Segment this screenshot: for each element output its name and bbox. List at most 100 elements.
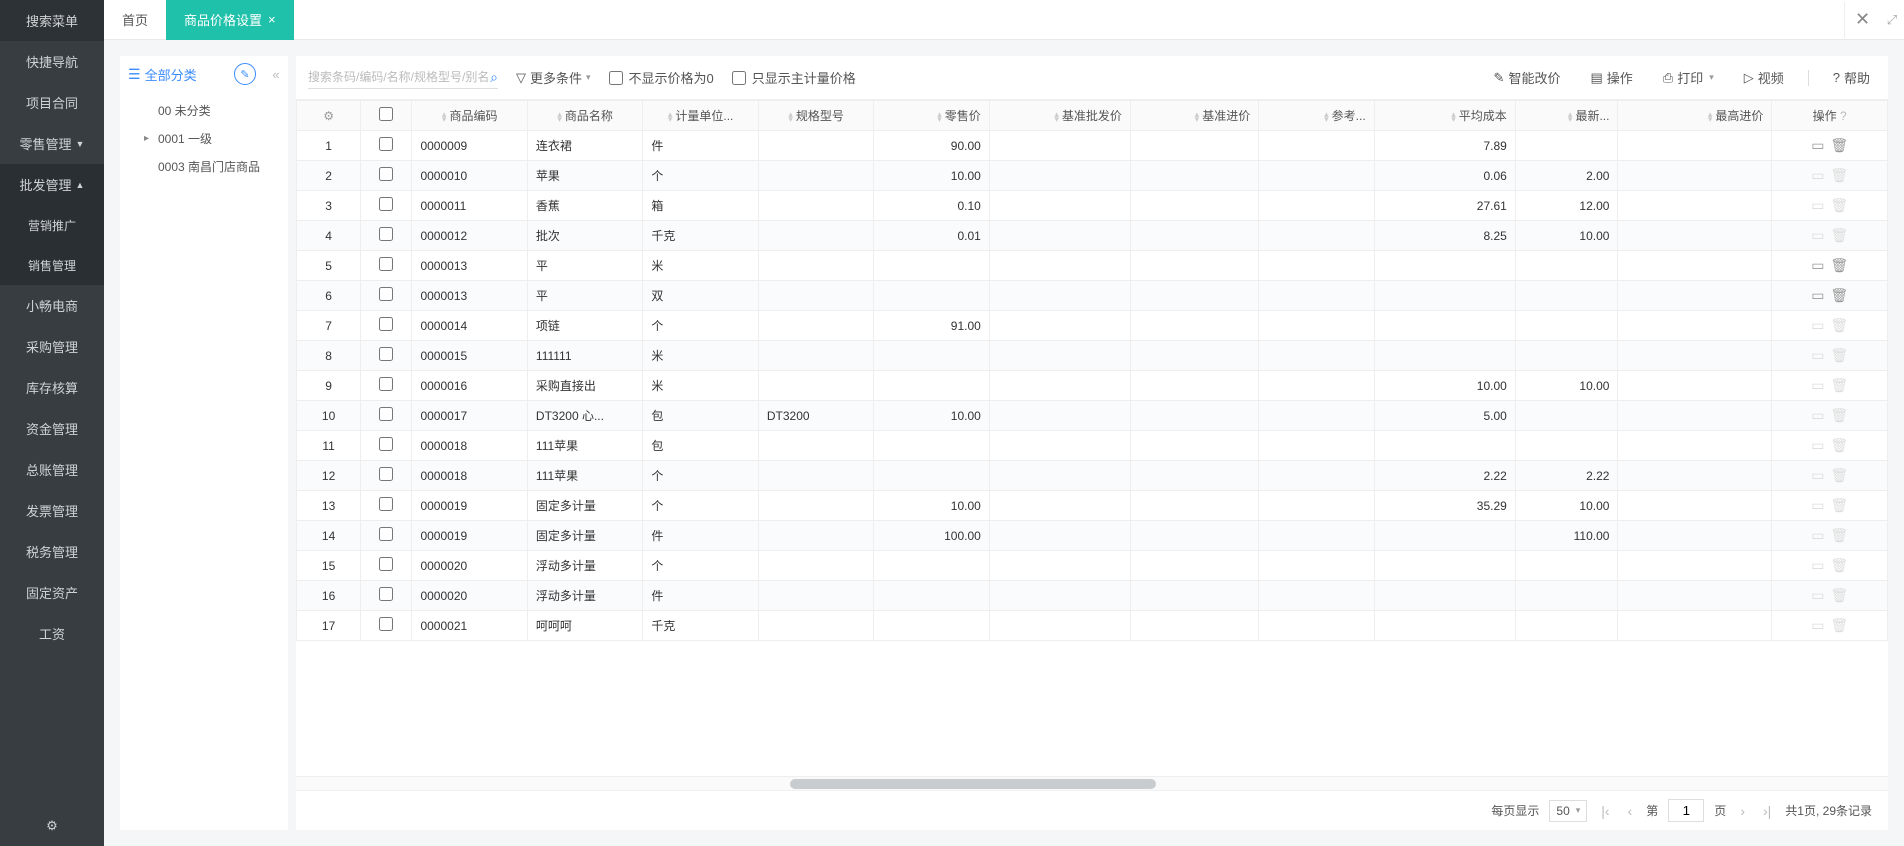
col-maxin[interactable]: ▴▾最高进价 [1618,101,1772,131]
cell-checkbox[interactable] [361,581,412,611]
select-all-checkbox[interactable] [379,107,393,121]
col-unit[interactable]: ▴▾计量单位... [643,101,758,131]
row-checkbox[interactable] [379,317,393,331]
row-checkbox[interactable] [379,437,393,451]
row-checkbox[interactable] [379,527,393,541]
table-row[interactable]: 140000019固定多计量件100.00110.00▭🗑 [297,521,1888,551]
row-edit-icon[interactable]: ▭ [1811,137,1824,153]
sidebar-item[interactable]: 固定资产 [0,572,104,613]
sidebar-item[interactable]: 小畅电商 [0,285,104,326]
smart-price-button[interactable]: ✎智能改价 [1488,68,1567,87]
cell-checkbox[interactable] [361,431,412,461]
more-conditions-button[interactable]: ▽ 更多条件 ▾ [516,68,591,87]
col-retail[interactable]: ▴▾零售价 [874,101,989,131]
scrollbar-thumb[interactable] [790,779,1156,789]
sidebar-item[interactable]: 资金管理 [0,408,104,449]
table-row[interactable]: 130000019固定多计量个10.0035.2910.00▭🗑 [297,491,1888,521]
tab-close-icon[interactable]: × [268,12,276,27]
operate-button[interactable]: ▤操作 [1584,68,1638,87]
sidebar-subitem[interactable]: 营销推广 [0,205,104,245]
print-button[interactable]: ⎙打印▾ [1657,68,1720,87]
row-checkbox[interactable] [379,257,393,271]
category-node[interactable]: 0003 南昌门店商品 [120,152,288,180]
cell-checkbox[interactable] [361,251,412,281]
sidebar-item[interactable]: 搜索菜单 [0,0,104,41]
row-delete-icon[interactable]: 🗑 [1830,137,1848,153]
cell-checkbox[interactable] [361,281,412,311]
sidebar-item[interactable]: 项目合同 [0,82,104,123]
first-page-button[interactable]: |‹ [1597,803,1613,819]
sidebar-item[interactable]: 采购管理 [0,326,104,367]
table-row[interactable]: 20000010苹果个10.000.062.00▭🗑 [297,161,1888,191]
prev-page-button[interactable]: ‹ [1624,803,1637,819]
row-checkbox[interactable] [379,227,393,241]
col-spec[interactable]: ▴▾规格型号 [758,101,873,131]
table-row[interactable]: 80000015111111米▭🗑 [297,341,1888,371]
category-node[interactable]: 00 未分类 [120,96,288,124]
table-row[interactable]: 10000009连衣裙件90.007.89▭🗑 [297,131,1888,161]
sidebar-item[interactable]: 快捷导航 [0,41,104,82]
table-row[interactable]: 30000011香蕉箱0.1027.6112.00▭🗑 [297,191,1888,221]
cell-checkbox[interactable] [361,161,412,191]
col-wholesale[interactable]: ▴▾基准批发价 [989,101,1130,131]
cell-checkbox[interactable] [361,521,412,551]
col-code[interactable]: ▴▾商品编码 [412,101,527,131]
row-edit-icon[interactable]: ▭ [1811,257,1824,273]
sidebar-item[interactable]: 库存核算 [0,367,104,408]
only-main-input[interactable] [732,71,746,85]
help-button[interactable]: ?帮助 [1827,68,1876,87]
sidebar-item[interactable]: 发票管理 [0,490,104,531]
page-input[interactable] [1668,799,1704,822]
video-button[interactable]: ▷视频 [1738,68,1790,87]
category-node[interactable]: ▸0001 一级 [120,124,288,152]
row-checkbox[interactable] [379,197,393,211]
row-checkbox[interactable] [379,377,393,391]
search-icon[interactable]: ⌕ [490,69,498,86]
row-delete-icon[interactable]: 🗑 [1830,257,1848,273]
col-basein[interactable]: ▴▾基准进价 [1130,101,1258,131]
sidebar-item[interactable]: 批发管理▲ [0,164,104,205]
row-delete-icon[interactable]: 🗑 [1830,287,1848,303]
col-ref[interactable]: ▴▾参考... [1259,101,1374,131]
col-checkbox[interactable] [361,101,412,131]
cell-checkbox[interactable] [361,611,412,641]
col-latest[interactable]: ▴▾最新... [1515,101,1618,131]
cell-checkbox[interactable] [361,401,412,431]
cell-checkbox[interactable] [361,491,412,521]
cell-checkbox[interactable] [361,461,412,491]
sidebar-item[interactable]: 零售管理▼ [0,123,104,164]
category-header[interactable]: ☰ 全部分类 ✎ [120,56,264,92]
table-row[interactable]: 50000013平米▭🗑 [297,251,1888,281]
hide-zero-input[interactable] [609,71,623,85]
tabs-expand-icon[interactable]: ⤢ [1880,12,1904,28]
row-edit-icon[interactable]: ▭ [1811,287,1824,303]
table-row[interactable]: 160000020浮动多计量件▭🗑 [297,581,1888,611]
table-row[interactable]: 70000014项链个91.00▭🗑 [297,311,1888,341]
table-row[interactable]: 60000013平双▭🗑 [297,281,1888,311]
col-avg[interactable]: ▴▾平均成本 [1374,101,1515,131]
col-settings[interactable]: ⚙ [297,101,361,131]
col-name[interactable]: ▴▾商品名称 [527,101,642,131]
category-edit-button[interactable]: ✎ [234,63,256,85]
sidebar-item[interactable]: 税务管理 [0,531,104,572]
search-input[interactable] [308,66,490,88]
row-checkbox[interactable] [379,137,393,151]
table-row[interactable]: 40000012批次千克0.018.2510.00▭🗑 [297,221,1888,251]
cell-checkbox[interactable] [361,341,412,371]
row-checkbox[interactable] [379,287,393,301]
table-row[interactable]: 150000020浮动多计量个▭🗑 [297,551,1888,581]
horizontal-scrollbar[interactable] [296,776,1888,790]
tab[interactable]: 商品价格设置× [166,0,294,40]
next-page-button[interactable]: › [1736,803,1749,819]
cell-checkbox[interactable] [361,131,412,161]
help-icon[interactable]: ? [1840,109,1847,123]
row-checkbox[interactable] [379,167,393,181]
sidebar-settings-button[interactable]: ⚙ [0,806,104,846]
cell-checkbox[interactable] [361,551,412,581]
cell-checkbox[interactable] [361,311,412,341]
table-row[interactable]: 170000021呵呵呵千克▭🗑 [297,611,1888,641]
cell-checkbox[interactable] [361,221,412,251]
sidebar-item[interactable]: 工资 [0,613,104,654]
table-row[interactable]: 110000018111苹果包▭🗑 [297,431,1888,461]
row-checkbox[interactable] [379,467,393,481]
